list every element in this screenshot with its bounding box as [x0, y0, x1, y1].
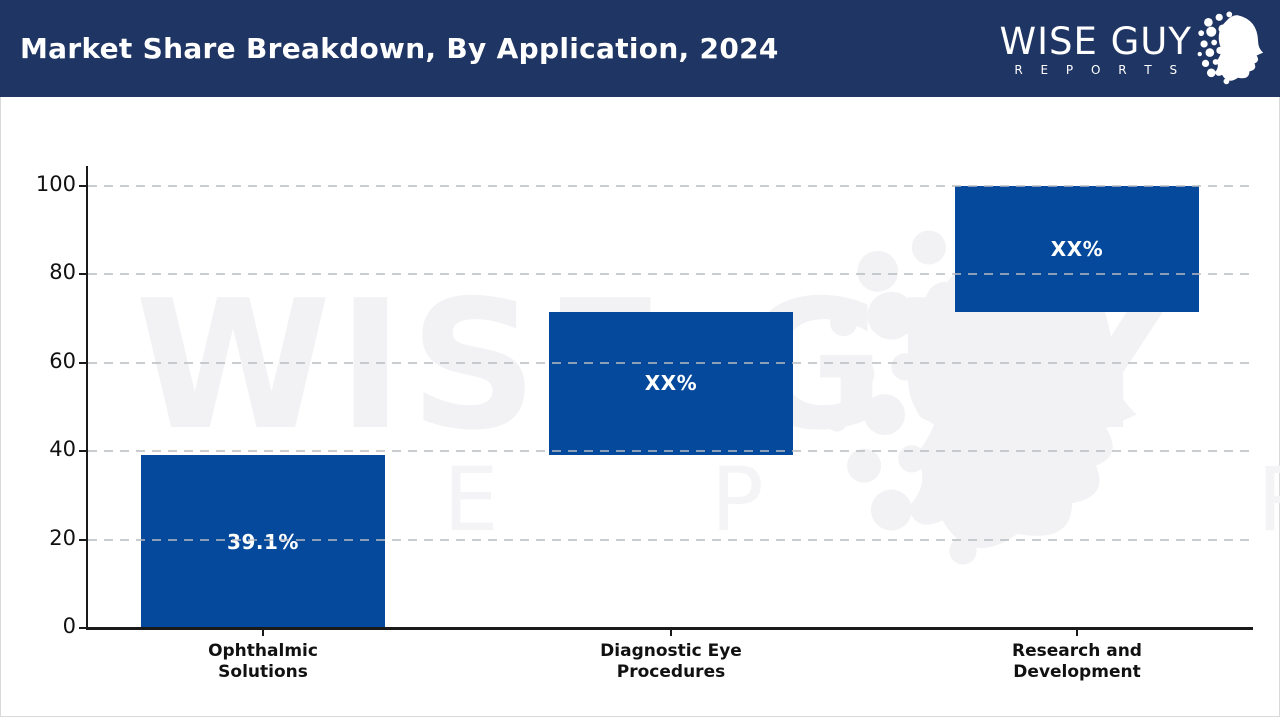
- x-axis-line: [86, 627, 1253, 630]
- logo-wordmark: WISE GUY: [999, 19, 1192, 63]
- wise-guy-reports-logo: WISE GUY R E P O R T S: [1000, 6, 1266, 92]
- bar: XX%: [955, 186, 1199, 312]
- x-tick-mark: [1076, 629, 1078, 636]
- bar-value-label: XX%: [1050, 236, 1104, 261]
- dot-face-icon: [1197, 11, 1264, 85]
- gridline: [88, 361, 1253, 364]
- x-tick-mark: [262, 629, 264, 636]
- bar-value-label: XX%: [644, 371, 698, 396]
- header-bar: Market Share Breakdown, By Application, …: [0, 0, 1280, 97]
- y-tick-label: 40: [49, 437, 76, 462]
- y-axis-line: [86, 166, 88, 630]
- y-tick-label: 100: [35, 172, 76, 196]
- logo-text: WISE GUY R E P O R T S: [999, 19, 1192, 77]
- y-tick-mark: [79, 627, 87, 629]
- bar: 39.1%: [141, 455, 385, 628]
- y-tick-label: 20: [49, 525, 76, 550]
- y-tick-mark: [79, 538, 87, 541]
- bar-value-label: 39.1%: [227, 529, 299, 554]
- y-tick-mark: [79, 450, 87, 453]
- bar: XX%: [549, 311, 793, 456]
- gridline: [88, 450, 1253, 453]
- y-tick-label: 80: [49, 260, 76, 285]
- y-tick-mark: [79, 273, 87, 276]
- y-tick-mark: [79, 361, 87, 364]
- category-label: Diagnostic Eye Procedures: [600, 641, 742, 682]
- category-label: Research and Development: [1012, 641, 1142, 682]
- y-tick-mark: [79, 185, 87, 187]
- category-label: Ophthalmic Solutions: [208, 641, 318, 682]
- gridline: [88, 185, 1253, 187]
- gridline: [88, 538, 1253, 541]
- page-title: Market Share Breakdown, By Application, …: [20, 32, 779, 65]
- logo-subtitle: R E P O R T S: [1014, 62, 1185, 77]
- y-tick-label: 0: [62, 614, 76, 638]
- x-tick-mark: [670, 629, 672, 636]
- y-tick-label: 60: [49, 348, 76, 373]
- watermark-dot-face-icon: [826, 220, 1137, 565]
- gridline: [88, 273, 1253, 276]
